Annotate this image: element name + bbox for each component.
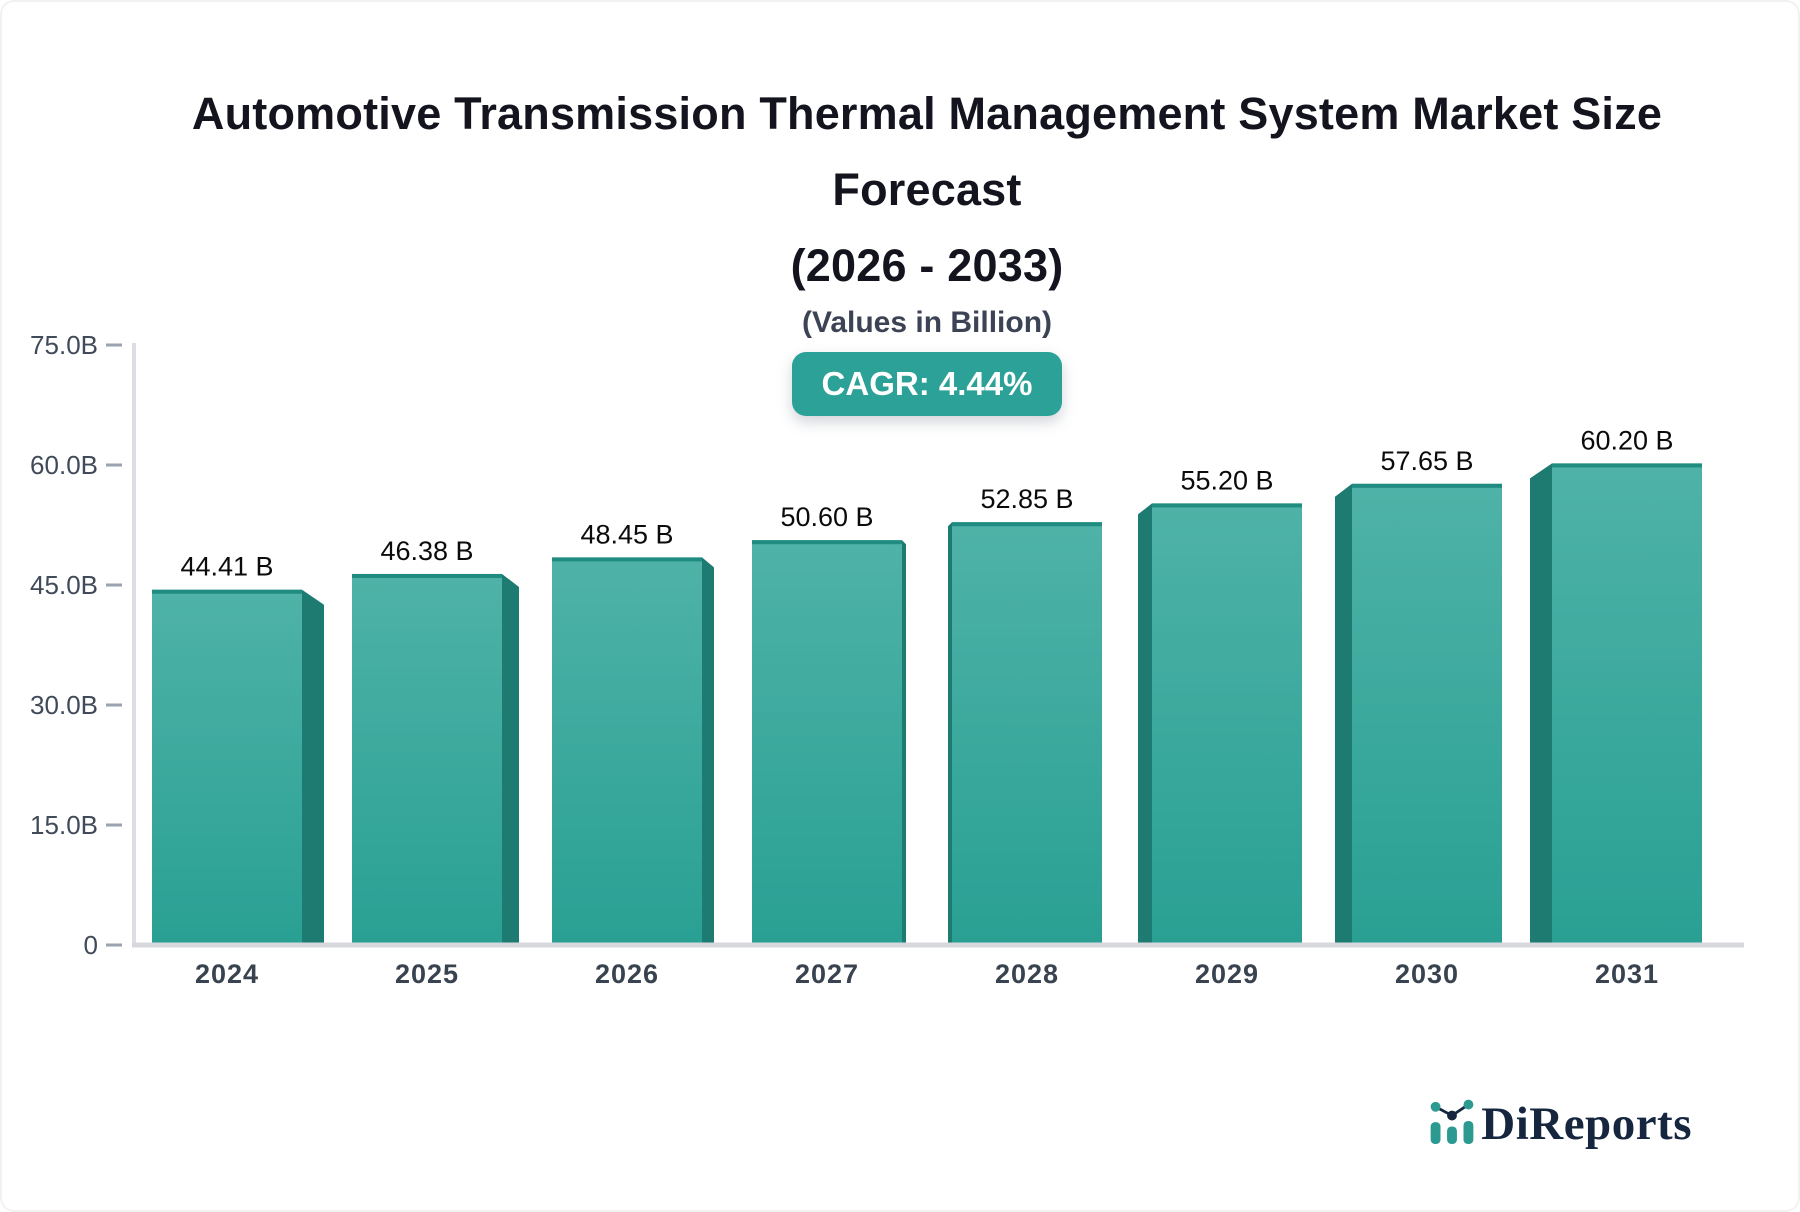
bar-2029[interactable]: 55.20 B bbox=[1138, 465, 1302, 945]
bar-top-edge bbox=[352, 573, 502, 578]
logo-dot-middle bbox=[1447, 1110, 1458, 1121]
chart-title-line1: Automotive Transmission Thermal Manageme… bbox=[191, 88, 1663, 215]
cagr-badge: CAGR: 4.44% bbox=[791, 352, 1063, 416]
y-tick-label: 30.0B bbox=[30, 690, 98, 720]
x-tick-label: 2024 bbox=[195, 959, 259, 989]
y-tick-label: 15.0B bbox=[30, 810, 98, 840]
bar-value-label: 57.65 B bbox=[1380, 446, 1473, 476]
bar-side-face bbox=[902, 540, 906, 945]
bar-side-face bbox=[702, 557, 714, 945]
bar-value-label: 55.20 B bbox=[1180, 465, 1273, 495]
logo-bar-right bbox=[1463, 1121, 1474, 1144]
x-tick-label: 2031 bbox=[1595, 959, 1659, 989]
bar-top-edge bbox=[152, 589, 302, 594]
x-axis: 2024 2025 2026 2027 2028 2029 2030 2031 bbox=[195, 959, 1659, 989]
logo-dot-left bbox=[1430, 1101, 1441, 1112]
bar-side-face bbox=[1138, 503, 1152, 945]
chart-title: Automotive Transmission Thermal Manageme… bbox=[112, 76, 1742, 304]
bar-front-face bbox=[352, 573, 502, 945]
bar-top-edge bbox=[1352, 483, 1502, 488]
logo-dot-right bbox=[1463, 1099, 1474, 1110]
bar-2031[interactable]: 60.20 B bbox=[1530, 425, 1702, 945]
bar-value-label: 50.60 B bbox=[780, 502, 873, 532]
x-tick-label: 2030 bbox=[1395, 959, 1459, 989]
bar-value-label: 52.85 B bbox=[980, 484, 1073, 514]
bar-2026[interactable]: 48.45 B bbox=[552, 519, 714, 945]
bar-top-edge bbox=[952, 522, 1102, 527]
y-tick-label: 60.0B bbox=[30, 450, 98, 480]
y-tick-label: 75.0B bbox=[30, 330, 98, 360]
bar-side-face bbox=[302, 589, 324, 945]
bar-top-edge bbox=[552, 557, 702, 562]
bar-front-face bbox=[752, 540, 902, 945]
bar-side-face bbox=[1335, 483, 1352, 945]
direports-logo-text: DiReports bbox=[1481, 1098, 1692, 1151]
bar-value-label: 46.38 B bbox=[380, 536, 473, 566]
x-tick-label: 2027 bbox=[795, 959, 859, 989]
direports-logo[interactable]: DiReports bbox=[1430, 1098, 1692, 1151]
bar-2030[interactable]: 57.65 B bbox=[1335, 446, 1502, 945]
bar-value-label: 48.45 B bbox=[580, 519, 673, 549]
y-axis: 0 15.0B 30.0B 45.0B 60.0B 75.0B bbox=[30, 330, 136, 960]
x-tick-label: 2026 bbox=[595, 959, 659, 989]
y-tick-label: 0 bbox=[84, 930, 98, 960]
bar-front-face bbox=[1152, 503, 1302, 945]
direports-logo-icon bbox=[1430, 1099, 1474, 1144]
bar-2027[interactable]: 50.60 B bbox=[752, 502, 906, 945]
x-tick-label: 2029 bbox=[1195, 959, 1259, 989]
bar-2024[interactable]: 44.41 B bbox=[152, 552, 324, 945]
chart-title-line2: (2026 - 2033) bbox=[790, 240, 1064, 291]
bar-front-face bbox=[952, 522, 1102, 945]
chart-subtitle: (Values in Billion) bbox=[801, 306, 1053, 339]
bar-side-face bbox=[502, 573, 519, 945]
bar-side-face bbox=[1530, 463, 1552, 945]
x-tick-label: 2025 bbox=[395, 959, 459, 989]
x-tick-label: 2028 bbox=[995, 959, 1059, 989]
bar-top-edge bbox=[752, 540, 902, 545]
bar-2025[interactable]: 46.38 B bbox=[352, 536, 519, 945]
bars: 44.41 B 46.38 B 48.45 B 50.60 B 52.85 B 55.20… bbox=[152, 425, 1702, 945]
logo-bar-middle bbox=[1447, 1126, 1458, 1144]
y-tick-label: 45.0B bbox=[30, 570, 98, 600]
bar-front-face bbox=[152, 589, 302, 945]
bar-top-edge bbox=[1552, 463, 1702, 468]
bar-front-face bbox=[1552, 463, 1702, 945]
bar-side-face bbox=[948, 522, 952, 945]
bar-top-edge bbox=[1152, 503, 1302, 508]
bar-front-face bbox=[552, 557, 702, 945]
bar-value-label: 44.41 B bbox=[180, 552, 273, 582]
logo-bar-left bbox=[1430, 1122, 1441, 1144]
chart-header: Automotive Transmission Thermal Manageme… bbox=[112, 76, 1742, 416]
bar-front-face bbox=[1352, 483, 1502, 945]
bar-value-label: 60.20 B bbox=[1580, 425, 1673, 455]
bar-2028[interactable]: 52.85 B bbox=[948, 484, 1102, 945]
